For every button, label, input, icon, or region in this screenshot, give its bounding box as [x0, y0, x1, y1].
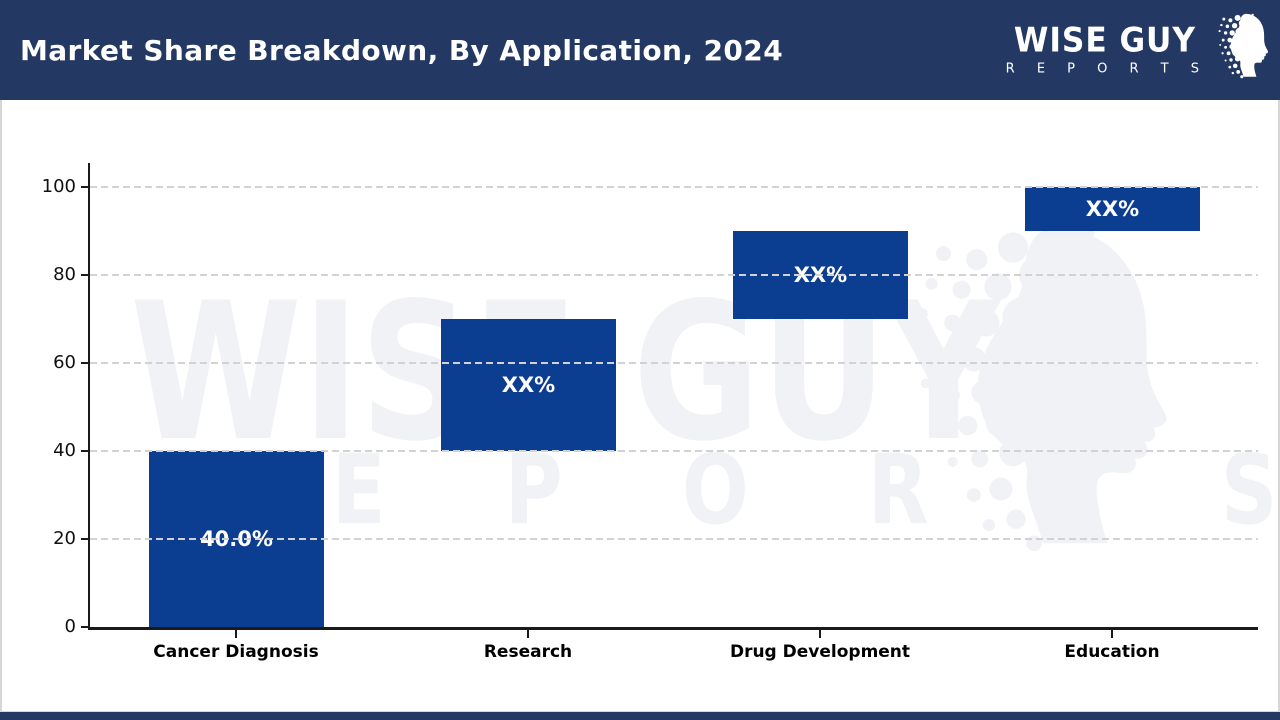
bar-value-label: XX% — [1085, 197, 1140, 221]
y-tick-label: 0 — [64, 616, 76, 637]
bar-value-label: XX% — [501, 373, 556, 397]
y-tick-mark — [81, 362, 90, 364]
y-tick-label: 40 — [53, 440, 76, 461]
logo-subtitle: R E P O R T S — [1005, 61, 1208, 77]
y-tick-mark — [81, 186, 90, 188]
y-tick-mark — [81, 274, 90, 276]
y-tick-label: 80 — [53, 264, 76, 285]
logo-text: WISE GUY R E P O R T S — [1002, 24, 1208, 77]
x-tick-mark — [1111, 630, 1113, 638]
bar-research: XX% — [441, 319, 616, 451]
header-bar: Market Share Breakdown, By Application, … — [0, 0, 1280, 100]
chart-plot: 0 20 40 60 80 100 40.0% Cancer Diagnosis XX% Rese… — [2, 100, 1278, 711]
x-axis-line — [88, 627, 1258, 630]
gridline-y40 — [90, 450, 1258, 452]
x-tick-mark — [235, 630, 237, 638]
gridline-y80 — [90, 274, 1258, 276]
gridline-y20 — [90, 538, 1258, 540]
footer-bar — [0, 712, 1280, 720]
x-tick-mark — [527, 630, 529, 638]
y-tick-mark — [81, 450, 90, 452]
y-tick-label: 100 — [41, 176, 76, 197]
x-tick-label: Education — [1064, 642, 1160, 662]
x-tick-label: Research — [483, 642, 573, 662]
wise-guy-logo: WISE GUY R E P O R T S — [1002, 13, 1270, 88]
y-tick-mark — [81, 626, 90, 628]
y-tick-label: 60 — [53, 352, 76, 373]
logo-wordmark: WISE GUY — [1013, 20, 1196, 61]
y-tick-mark — [81, 538, 90, 540]
bar-education: XX% — [1025, 187, 1200, 231]
gridline-y60 — [90, 362, 1258, 364]
x-tick-label: Cancer Diagnosis — [153, 642, 319, 662]
page-title: Market Share Breakdown, By Application, … — [20, 33, 784, 67]
y-tick-label: 20 — [53, 528, 76, 549]
gridline-y100 — [90, 186, 1258, 188]
x-tick-label: Drug Development — [729, 642, 911, 662]
x-tick-mark — [819, 630, 821, 638]
y-axis-spine — [88, 163, 90, 630]
head-profile-icon — [1218, 13, 1269, 79]
chart-canvas: WISE GUY R E P O R T S 0 20 40 60 80 100 40.0%… — [0, 100, 1280, 712]
